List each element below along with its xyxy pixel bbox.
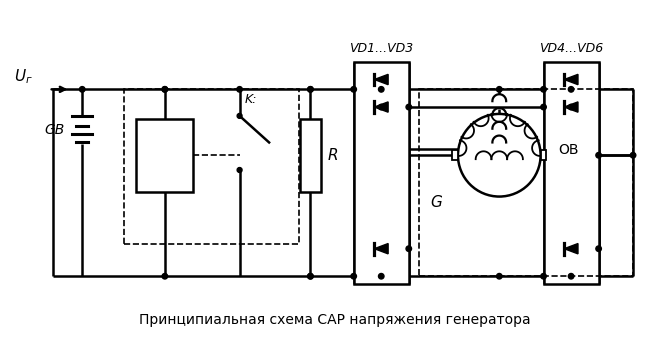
Circle shape [237,114,242,118]
Circle shape [497,273,502,279]
Circle shape [378,273,384,279]
Bar [544,62,599,284]
Bar [354,62,409,284]
Polygon shape [564,102,578,112]
Bar [299,119,321,192]
Text: R: R [327,148,338,163]
Text: $U_{г}$: $U_{г}$ [14,68,33,86]
Circle shape [541,273,546,279]
Polygon shape [374,102,388,112]
Polygon shape [374,74,388,85]
Circle shape [351,87,356,92]
Bar [136,119,193,192]
Circle shape [308,273,313,279]
Circle shape [568,87,574,92]
Text: VD1...VD3: VD1...VD3 [349,42,413,55]
Circle shape [162,87,168,92]
Circle shape [406,246,411,252]
Bar [541,150,546,160]
Circle shape [541,87,546,92]
Circle shape [568,273,574,279]
Circle shape [568,104,574,110]
Circle shape [458,114,541,197]
Text: G: G [430,195,442,210]
Text: VD4...VD6: VD4...VD6 [539,42,603,55]
Circle shape [497,87,502,92]
Circle shape [308,87,313,92]
Circle shape [162,87,168,92]
Polygon shape [564,243,578,254]
Circle shape [596,246,601,252]
Circle shape [351,273,356,279]
Circle shape [308,87,313,92]
Circle shape [237,168,242,172]
Circle shape [378,87,384,92]
Polygon shape [374,243,388,254]
Text: K:: K: [244,93,257,106]
Circle shape [237,87,242,92]
Text: ОВ: ОВ [558,143,579,157]
Text: GB: GB [44,123,65,137]
Text: K: K [160,145,169,159]
Circle shape [79,87,85,92]
Circle shape [378,104,384,110]
Circle shape [162,273,168,279]
Text: Принципиальная схема САР напряжения генератора: Принципиальная схема САР напряжения гене… [139,312,531,326]
Polygon shape [564,74,578,85]
Circle shape [406,104,411,110]
Circle shape [541,104,546,110]
Circle shape [630,153,636,158]
Circle shape [308,273,313,279]
Bar [452,150,458,160]
Circle shape [596,153,601,158]
